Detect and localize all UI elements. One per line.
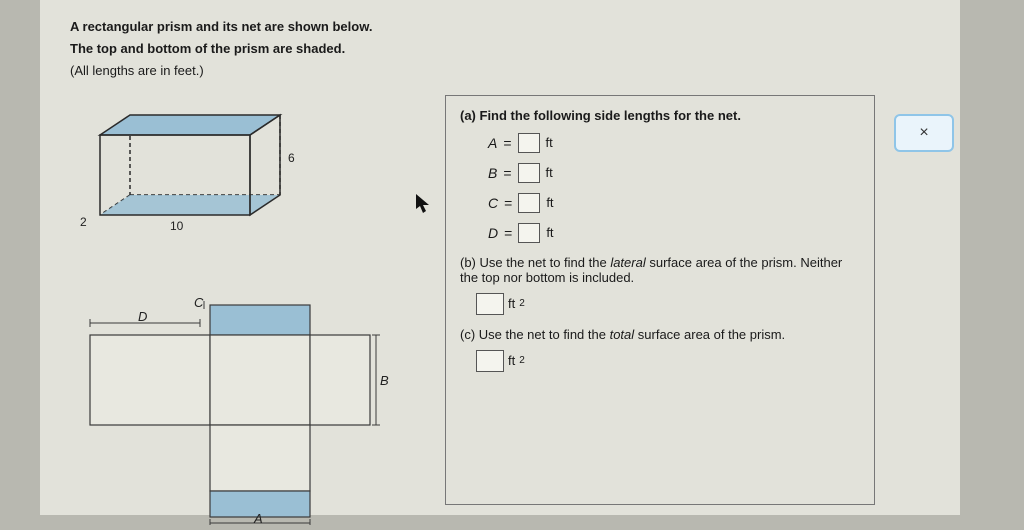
problem-line-2: The top and bottom of the prism are shad… [70, 40, 930, 58]
var-a: A [488, 135, 497, 151]
net-label-c: C [194, 295, 203, 310]
eq-row-b: B = ft [488, 163, 860, 183]
content-area: 2 10 6 [70, 85, 930, 525]
eq-row-d: D = ft [488, 223, 860, 243]
close-icon: × [919, 124, 928, 142]
unit-a: ft [546, 135, 553, 150]
prism-height-label: 6 [288, 151, 295, 165]
net-label-a: A [254, 511, 263, 526]
prism-figure: 2 10 6 [80, 105, 320, 245]
input-total-area[interactable] [476, 350, 504, 372]
unit-c: ft [546, 195, 553, 210]
eq-row-a: A = ft [488, 133, 860, 153]
part-c-prompt: (c) Use the net to find the total surfac… [460, 327, 860, 342]
input-a[interactable] [518, 133, 540, 153]
unit-d: ft [546, 225, 553, 240]
problem-line-1: A rectangular prism and its net are show… [70, 18, 930, 36]
part-c-answer: ft2 [476, 350, 860, 372]
input-lateral-area[interactable] [476, 293, 504, 315]
part-b-answer: ft2 [476, 293, 860, 315]
worksheet-page: A rectangular prism and its net are show… [40, 0, 960, 515]
part-b-prompt: (b) Use the net to find the lateral surf… [460, 255, 860, 285]
var-b: B [488, 165, 497, 181]
prism-depth-label: 2 [80, 215, 87, 229]
prism-width-label: 10 [170, 219, 183, 233]
net-label-b: B [380, 373, 389, 388]
eq-row-c: C = ft [488, 193, 860, 213]
net-label-d: D [138, 309, 147, 324]
unit-b: ft [546, 165, 553, 180]
close-button[interactable]: × [894, 114, 954, 152]
net-figure: D C B A [70, 295, 390, 525]
var-d: D [488, 225, 498, 241]
var-c: C [488, 195, 498, 211]
input-d[interactable] [518, 223, 540, 243]
question-box: (a) Find the following side lengths for … [445, 95, 875, 505]
input-c[interactable] [518, 193, 540, 213]
part-a-prompt: (a) Find the following side lengths for … [460, 108, 860, 123]
input-b[interactable] [518, 163, 540, 183]
mouse-cursor-icon [415, 193, 431, 215]
problem-line-3: (All lengths are in feet.) [70, 62, 930, 80]
